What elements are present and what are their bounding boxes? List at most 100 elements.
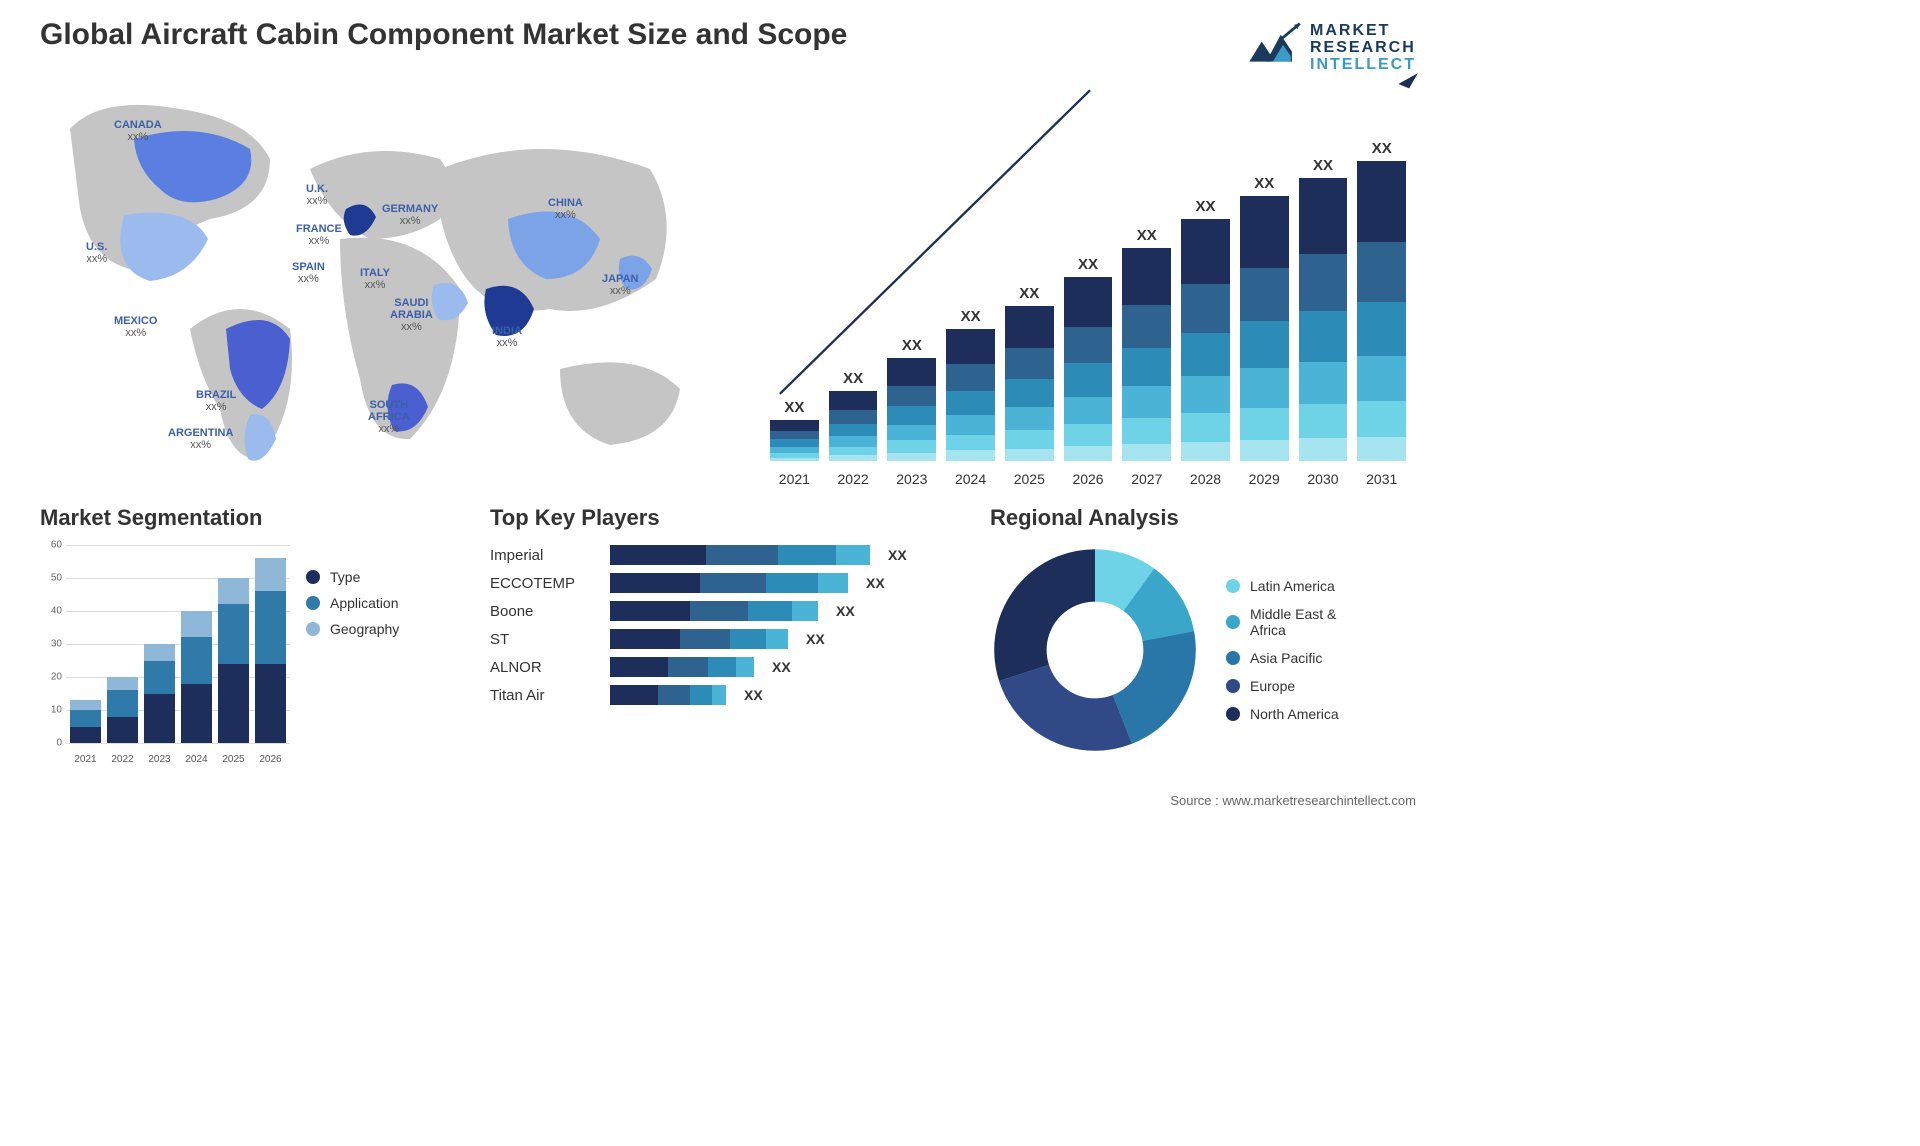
seg-legend-item: Application — [306, 595, 399, 611]
seg-bar — [144, 644, 175, 743]
player-value-label: XX — [772, 659, 791, 675]
seg-bar — [218, 578, 249, 743]
seg-year-label: 2023 — [144, 754, 175, 765]
seg-ytick: 0 — [56, 738, 62, 749]
brand-logo: MARKET RESEARCH INTELLECT — [1246, 18, 1416, 79]
seg-year-label: 2024 — [181, 754, 212, 765]
growth-bar: XX — [1181, 198, 1230, 461]
map-country-label: MEXICOxx% — [114, 315, 157, 339]
seg-legend-label: Geography — [330, 621, 399, 637]
growth-bar: XX — [770, 399, 819, 461]
growth-bar: XX — [1064, 256, 1113, 461]
player-bar — [610, 545, 870, 565]
player-name: Boone — [490, 603, 600, 620]
growth-value-label: XX — [902, 337, 922, 354]
map-country-label: SOUTHAFRICAxx% — [368, 399, 410, 435]
map-country-label: U.S.xx% — [86, 241, 107, 265]
player-name: ALNOR — [490, 659, 600, 676]
player-value-label: XX — [836, 603, 855, 619]
region-legend-label: Europe — [1250, 678, 1295, 694]
seg-ytick: 10 — [51, 705, 62, 716]
growth-bar: XX — [1240, 175, 1289, 461]
growth-bar: XX — [829, 370, 878, 461]
player-row: Titan AirXX — [490, 685, 960, 705]
region-legend-item: North America — [1226, 706, 1339, 722]
map-country-label: U.K.xx% — [306, 183, 328, 207]
map-country-label: ITALYxx% — [360, 267, 390, 291]
seg-legend-item: Type — [306, 569, 399, 585]
player-row: ST XX — [490, 629, 960, 649]
growth-value-label: XX — [1196, 198, 1216, 215]
seg-bar — [255, 558, 286, 743]
growth-value-label: XX — [1078, 256, 1098, 273]
region-legend-label: North America — [1250, 706, 1339, 722]
seg-legend-label: Type — [330, 569, 360, 585]
page-title: Global Aircraft Cabin Component Market S… — [40, 18, 847, 52]
seg-ytick: 60 — [51, 540, 62, 551]
players-title: Top Key Players — [490, 505, 960, 531]
growth-bar: XX — [1299, 157, 1348, 461]
map-country-label: ARGENTINAxx% — [168, 427, 233, 451]
growth-bar: XX — [1005, 285, 1054, 461]
player-bar — [610, 601, 818, 621]
seg-ytick: 50 — [51, 572, 62, 583]
seg-year-label: 2021 — [70, 754, 101, 765]
growth-value-label: XX — [1137, 227, 1157, 244]
growth-year-label: 2028 — [1181, 471, 1230, 487]
growth-year-label: 2030 — [1299, 471, 1348, 487]
seg-ytick: 30 — [51, 639, 62, 650]
seg-ytick: 20 — [51, 671, 62, 682]
seg-ytick: 40 — [51, 605, 62, 616]
regional-title: Regional Analysis — [990, 505, 1416, 531]
logo-mark-icon — [1246, 18, 1302, 79]
seg-year-label: 2025 — [218, 754, 249, 765]
map-country-label: SPAINxx% — [292, 261, 325, 285]
region-legend-item: Europe — [1226, 678, 1339, 694]
region-legend-label: Middle East &Africa — [1250, 606, 1336, 638]
growth-value-label: XX — [961, 308, 981, 325]
growth-year-label: 2021 — [770, 471, 819, 487]
map-country-label: GERMANYxx% — [382, 203, 438, 227]
segmentation-title: Market Segmentation — [40, 505, 460, 531]
regional-panel: Regional Analysis Latin AmericaMiddle Ea… — [990, 505, 1416, 765]
player-row: ECCOTEMPXX — [490, 573, 960, 593]
logo-text-1: MARKET — [1310, 23, 1416, 40]
arrowhead-icon — [1394, 71, 1420, 97]
player-value-label: XX — [866, 575, 885, 591]
seg-legend-label: Application — [330, 595, 399, 611]
map-country-label: SAUDIARABIAxx% — [390, 297, 433, 333]
regional-donut — [990, 545, 1200, 755]
source-label: Source : www.marketresearchintellect.com — [1170, 793, 1416, 808]
map-country-label: CANADAxx% — [114, 119, 162, 143]
player-value-label: XX — [806, 631, 825, 647]
player-name: Imperial — [490, 547, 600, 564]
growth-bar: XX — [1357, 140, 1406, 461]
segmentation-panel: Market Segmentation 0 10 20 30 40 50 60 2021 20… — [40, 505, 460, 765]
player-name: ST — [490, 631, 600, 648]
map-country-label: FRANCExx% — [296, 223, 342, 247]
growth-year-label: 2024 — [946, 471, 995, 487]
player-bar — [610, 629, 788, 649]
map-country-label: INDIAxx% — [492, 325, 522, 349]
player-row: ImperialXX — [490, 545, 960, 565]
seg-bar — [181, 611, 212, 743]
world-map-panel: CANADAxx%U.S.xx%MEXICOxx%BRAZILxx%ARGENT… — [40, 89, 720, 489]
growth-year-label: 2022 — [829, 471, 878, 487]
growth-value-label: XX — [1254, 175, 1274, 192]
player-bar — [610, 573, 848, 593]
seg-bar — [107, 677, 138, 743]
growth-year-label: 2023 — [887, 471, 936, 487]
growth-year-label: 2027 — [1122, 471, 1171, 487]
growth-bar: XX — [1122, 227, 1171, 461]
player-bar — [610, 657, 754, 677]
growth-year-label: 2025 — [1005, 471, 1054, 487]
regional-legend: Latin AmericaMiddle East &AfricaAsia Pac… — [1226, 578, 1339, 722]
growth-year-label: 2029 — [1240, 471, 1289, 487]
growth-chart: XXXXXXXXXXXXXXXXXXXXXX 20212022202320242… — [760, 89, 1416, 489]
region-legend-item: Middle East &Africa — [1226, 606, 1339, 638]
logo-text-2: RESEARCH — [1310, 40, 1416, 57]
growth-value-label: XX — [1019, 285, 1039, 302]
growth-value-label: XX — [843, 370, 863, 387]
region-legend-label: Asia Pacific — [1250, 650, 1322, 666]
segmentation-legend: Type Application Geography — [306, 545, 399, 765]
